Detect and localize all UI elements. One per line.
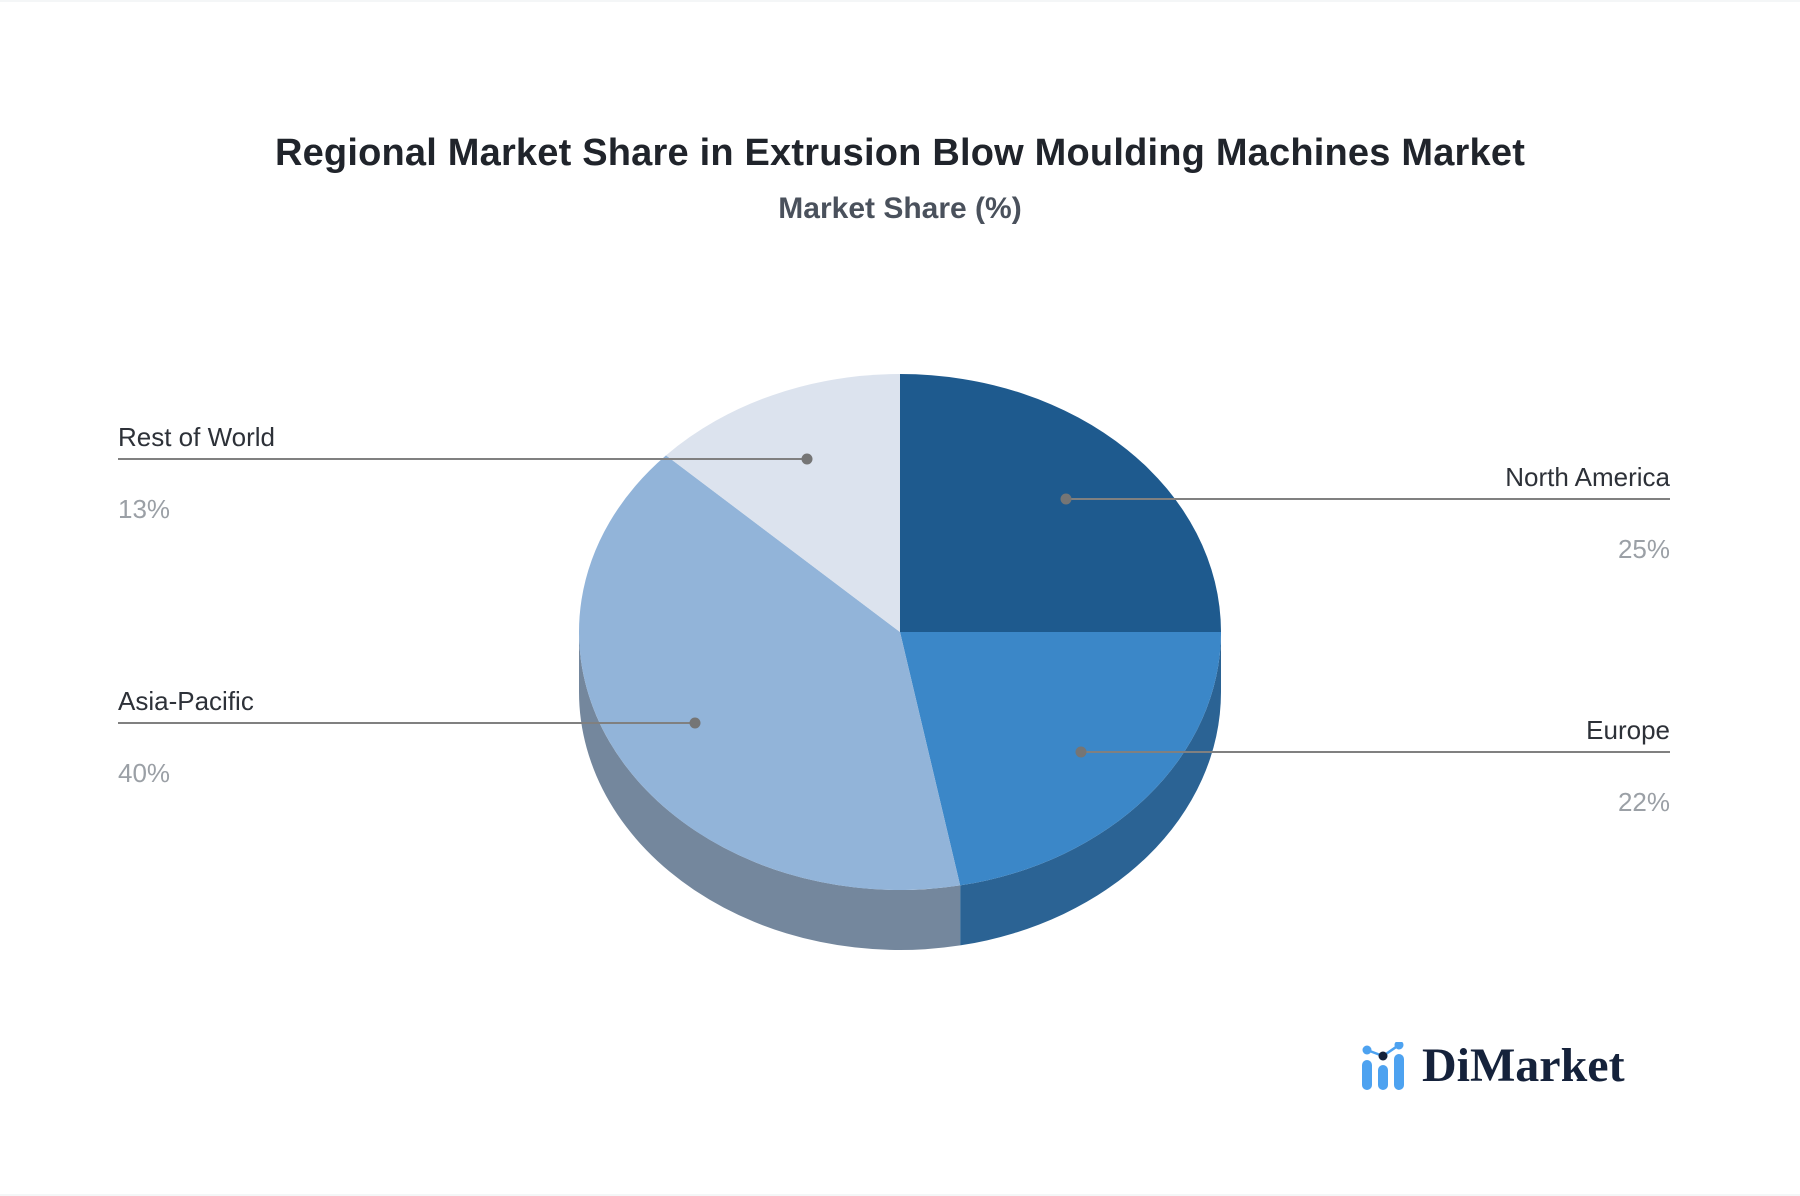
slice-label-name: Rest of World (118, 422, 276, 452)
pie-slice-europe[interactable] (900, 632, 1221, 886)
pie-slice-rest-of-world[interactable] (666, 374, 900, 632)
chart-title: Regional Market Share in Extrusion Blow … (274, 132, 1526, 174)
slice-label-name: Europe (1586, 715, 1670, 745)
slice-label-value: 40% (118, 758, 171, 788)
top-edge-divider (0, 0, 1800, 2)
slice-label-rest-of-world: Rest of World 13% (118, 424, 275, 522)
leader-dot-rest-of-world (801, 453, 813, 465)
slice-label-value: 13% (118, 494, 171, 524)
leader-dot-europe (1075, 746, 1087, 758)
slice-label-asia-pacific: Asia-Pacific 40% (118, 688, 254, 786)
leader-dot-north-america (1060, 493, 1072, 505)
dimarket-logo[interactable]: DiMarket (1362, 1042, 1625, 1092)
pie-slice-asia-pacific[interactable] (579, 455, 961, 890)
slice-label-north-america: North America 25% (1505, 464, 1670, 562)
slice-label-europe: Europe 22% (1586, 717, 1670, 815)
slice-label-name: North America (1505, 462, 1670, 492)
leader-dot-asia-pacific (689, 717, 701, 729)
bottom-edge-divider (0, 1194, 1800, 1196)
pie-slice-side-europe (960, 632, 1221, 946)
bar-chart-logo-icon (1362, 1042, 1404, 1090)
slice-label-value: 25% (1617, 534, 1670, 564)
pie-slice-side-asia-pacific (579, 632, 961, 950)
chart-subtitle: Market Share (%) (778, 192, 1022, 225)
slice-label-name: Asia-Pacific (118, 686, 254, 716)
logo-text: DiMarket (1422, 1039, 1625, 1092)
pie-slice-north-america[interactable] (900, 374, 1221, 632)
slice-label-value: 22% (1617, 787, 1670, 817)
